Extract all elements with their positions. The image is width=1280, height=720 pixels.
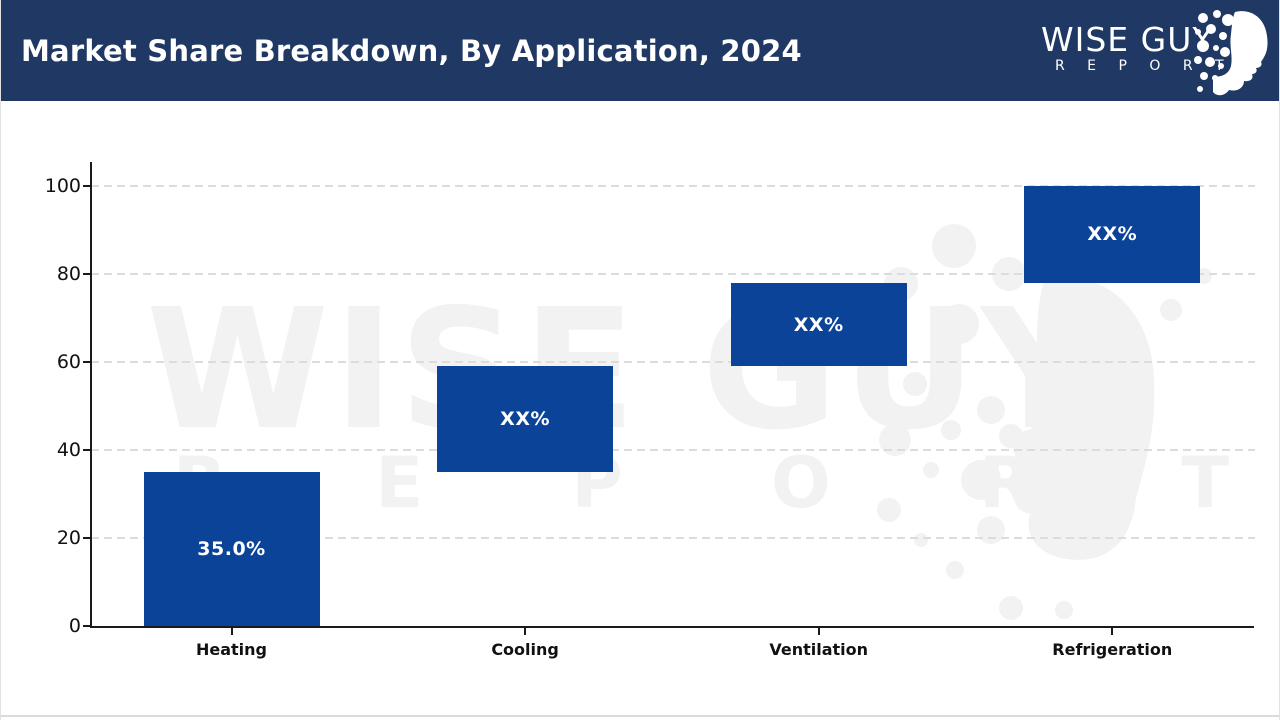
watermark-head-icon [861,222,1212,620]
y-tick-0 [83,625,91,627]
gridline-40 [91,449,1255,451]
y-tick-80 [83,273,91,275]
bar-refrigeration: XX% [1024,186,1201,283]
x-tick-cooling [524,628,527,635]
category-label-refrigeration: Refrigeration [1052,640,1173,659]
y-tick-100 [83,185,91,187]
category-label-cooling: Cooling [491,640,559,659]
y-tick-label-80: 80 [56,263,81,285]
x-axis-line [90,626,1254,628]
bar-value-label: XX% [793,313,844,336]
y-tick-label-20: 20 [56,527,81,549]
y-tick-label-40: 40 [56,439,81,461]
bar-heating: 35.0% [143,472,320,626]
bar-cooling: XX% [437,366,614,472]
gridline-60 [91,361,1255,363]
y-tick-label-60: 60 [56,351,81,373]
bar-value-label: XX% [500,408,551,431]
logo-subtitle: R E P O R T S [1055,58,1264,74]
y-tick-40 [83,449,91,451]
y-tick-label-100: 100 [44,175,81,197]
page-title: Market Share Breakdown, By Application, … [21,33,802,68]
gridline-100 [91,185,1255,187]
y-axis-line [90,162,92,628]
x-tick-ventilation [817,628,820,635]
brand-logo: WISE GUY R E P O R T S [1013,4,1271,98]
y-tick-20 [83,537,91,539]
gridline-20 [91,537,1255,539]
category-label-ventilation: Ventilation [769,640,869,659]
logo-head-icon [1194,10,1268,96]
x-tick-refrigeration [1111,628,1114,635]
gridline-80 [91,273,1255,275]
header: Market Share Breakdown, By Application, … [1,0,1279,101]
x-tick-heating [230,628,233,635]
bottom-divider [1,715,1279,717]
y-tick-60 [83,361,91,363]
logo-wordmark: WISE GUY [1041,20,1214,59]
bar-value-label: 35.0% [197,538,266,560]
bar-value-label: XX% [1087,223,1138,246]
y-tick-label-0: 0 [68,615,81,637]
bar-ventilation: XX% [730,282,907,367]
category-label-heating: Heating [195,640,267,659]
